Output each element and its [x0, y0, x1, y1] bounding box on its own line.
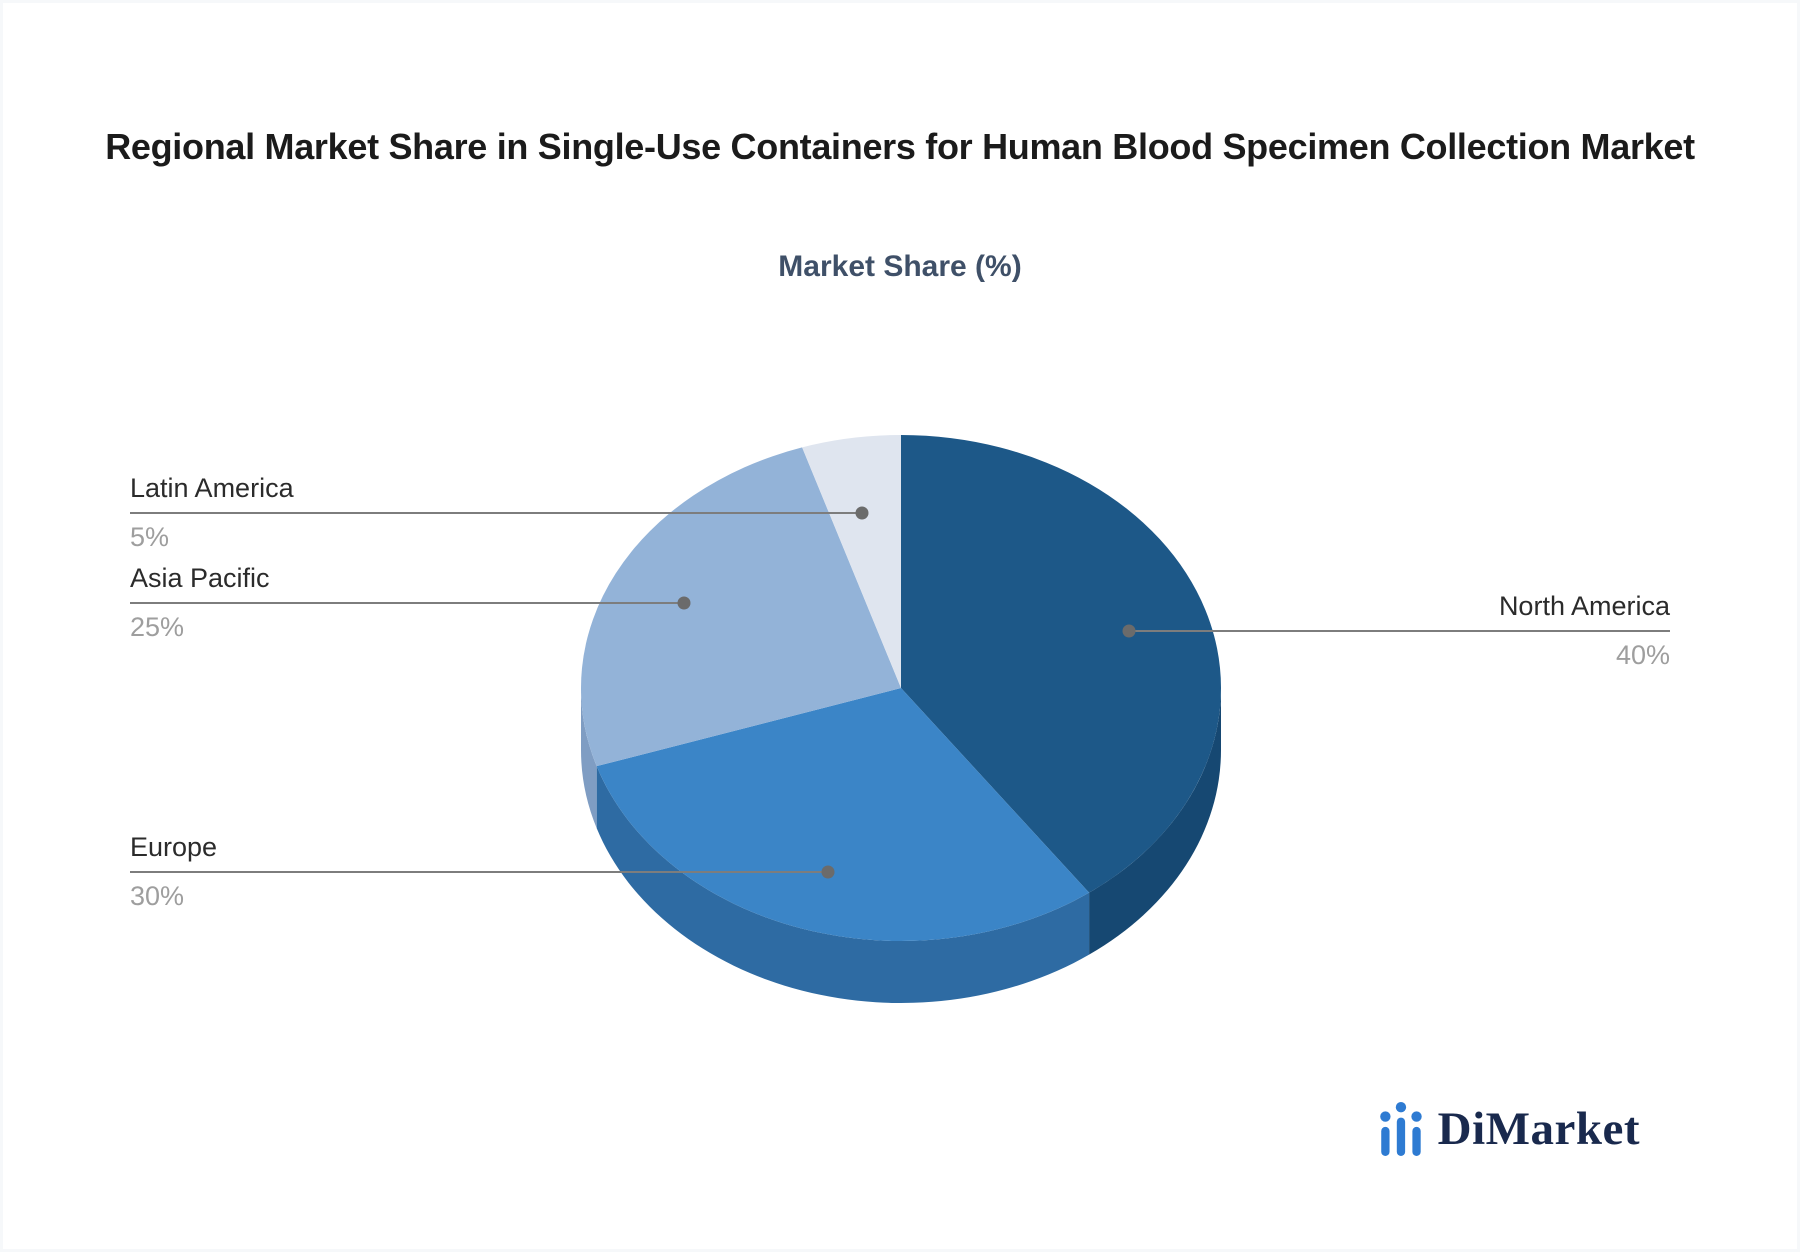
pie-slice-latin-america — [802, 435, 901, 688]
slice-value-europe: 30% — [130, 881, 185, 911]
pie-slice-asia-pacific — [581, 447, 901, 767]
slice-label-latin-america: Latin America — [130, 473, 294, 503]
pie-slice-europe — [596, 688, 1090, 942]
dimarket-logo: DiMarket — [1379, 1100, 1640, 1158]
dimarket-logo-text: DiMarket — [1437, 1103, 1640, 1155]
leader-dot-asia-pacific — [677, 596, 691, 610]
chart-title: Regional Market Share in Single-Use Cont… — [105, 126, 1695, 167]
leader-dot-europe — [821, 865, 835, 879]
pie-slice-side-north-america — [1089, 688, 1221, 955]
dimarket-logo-icon — [1379, 1102, 1422, 1156]
chart-subtitle: Market Share (%) — [778, 250, 1022, 283]
slice-value-asia-pacific: 25% — [130, 612, 185, 642]
slice-value-latin-america: 5% — [130, 522, 170, 552]
slice-label-asia-pacific: Asia Pacific — [130, 563, 270, 593]
leader-dot-north-america — [1122, 624, 1136, 638]
slice-label-north-america: North America — [1498, 591, 1670, 621]
pie-slice-side-europe — [596, 766, 1090, 1003]
pie-slice-side-asia-pacific — [581, 688, 597, 829]
pie-slice-north-america — [901, 435, 1222, 893]
slice-label-europe: Europe — [130, 832, 218, 862]
leader-dot-latin-america — [855, 506, 869, 520]
slice-value-north-america: 40% — [1615, 640, 1670, 670]
